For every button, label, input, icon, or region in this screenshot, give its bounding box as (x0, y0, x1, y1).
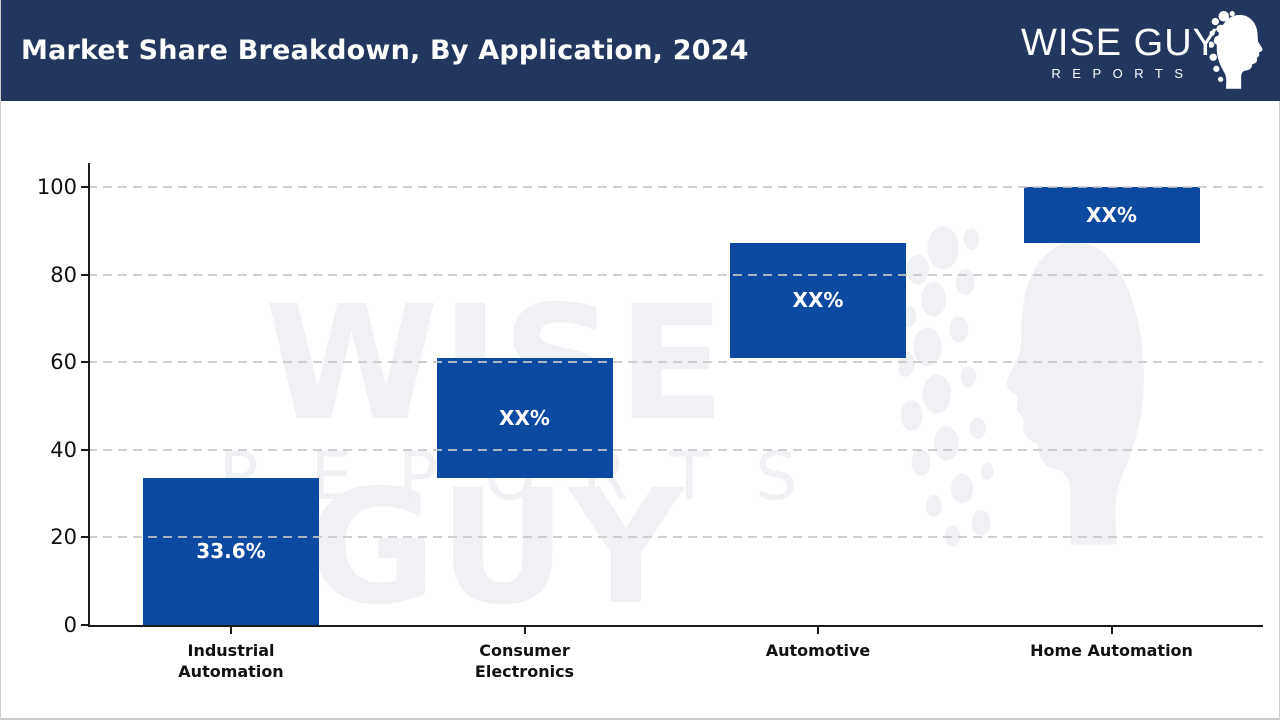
brand-wordmark: WISE GUY REPORTS (1021, 23, 1219, 81)
page-title: Market Share Breakdown, By Application, … (21, 35, 749, 66)
x-tick-mark (817, 627, 819, 634)
y-tick-mark (81, 273, 88, 276)
plot-area: 0 20 40 60 80 100 33.6% XX% XX% XX% Industrial Aut… (1, 101, 1280, 720)
y-axis (88, 163, 90, 627)
x-category-label: Consumer Electronics (474, 641, 575, 681)
bar-label: XX% (1086, 202, 1137, 227)
brand-logo: WISE GUY REPORTS (1021, 8, 1267, 96)
x-category-label: Industrial Automation (178, 641, 284, 681)
y-tick-label: 60 (50, 350, 77, 375)
bar (730, 242, 906, 358)
y-tick-label: 100 (36, 175, 77, 199)
x-tick-mark (1110, 627, 1113, 634)
x-tick-mark (230, 627, 232, 634)
gridline (88, 186, 1263, 188)
y-tick-label: 0 (63, 613, 77, 637)
brand-name: WISE GUY (1020, 22, 1219, 64)
y-tick-mark (81, 536, 88, 539)
bar (1023, 187, 1200, 243)
brand-subtitle: REPORTS (1051, 66, 1195, 81)
y-tick-label: 20 (50, 525, 77, 550)
x-category-label: Automotive (765, 641, 871, 660)
gridline (88, 536, 1263, 539)
header: Market Share Breakdown, By Application, … (1, 0, 1280, 101)
y-tick-label: 40 (50, 437, 77, 462)
bar-label: XX% (792, 288, 844, 313)
y-tick-label: 80 (50, 262, 77, 287)
bar-label: 33.6% (196, 539, 266, 564)
gridline (88, 361, 1263, 364)
y-tick-mark (81, 361, 88, 364)
gridline (88, 448, 1263, 451)
gridline (88, 273, 1263, 276)
brand-face-icon (1209, 11, 1263, 89)
x-category-label: Home Automation (1030, 641, 1193, 660)
watermark-face-icon (899, 226, 1144, 547)
bar (143, 477, 319, 625)
y-tick-mark (81, 448, 88, 451)
x-axis (88, 625, 1263, 627)
bar-label: XX% (499, 405, 550, 430)
y-tick-mark (81, 186, 88, 188)
bar (436, 357, 613, 478)
y-tick-mark (81, 624, 88, 626)
x-tick-mark (523, 627, 526, 634)
watermark-wordmark: WISE GUY (265, 272, 726, 640)
